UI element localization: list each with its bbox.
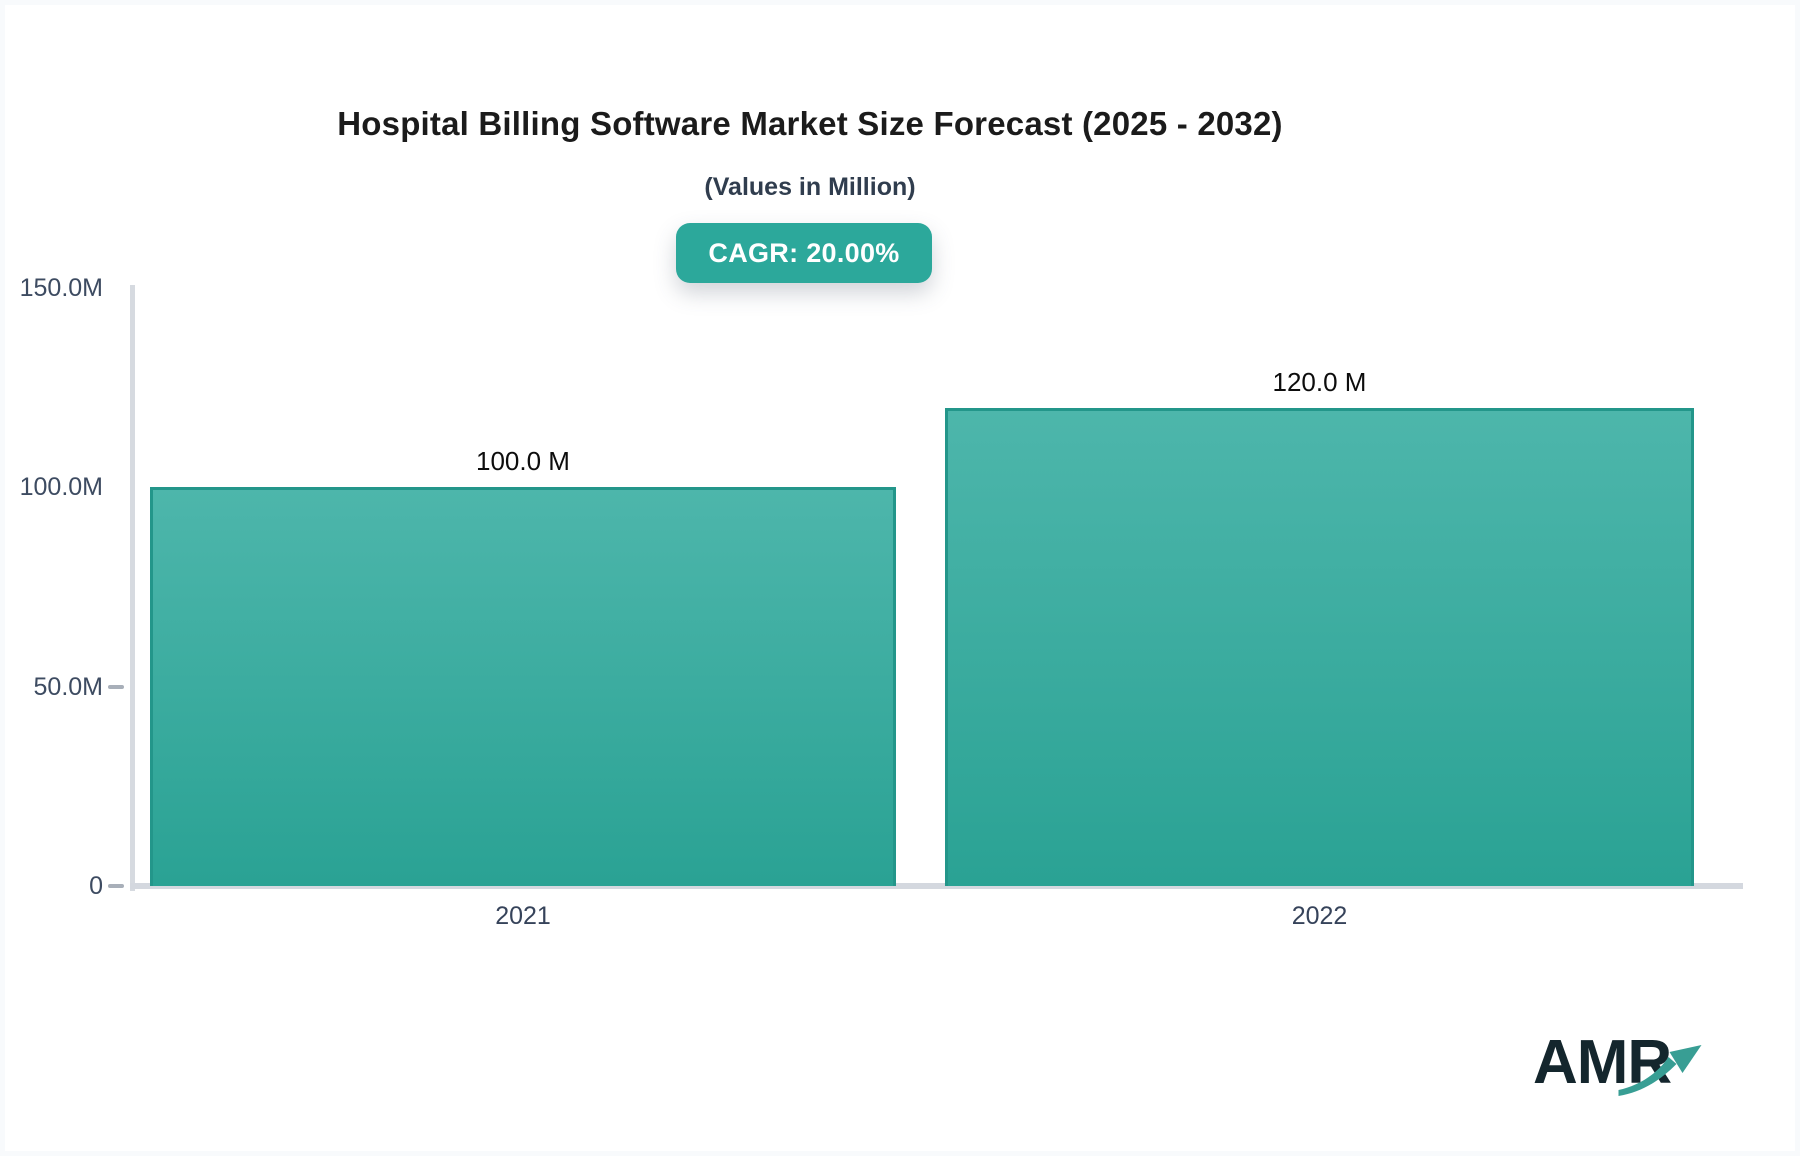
x-axis-label-2021: 2021 xyxy=(495,902,551,930)
x-axis-baseline xyxy=(130,883,1743,889)
bar-value-label-2022: 120.0 M xyxy=(1272,367,1367,397)
y-axis-tick-label-0: 0 xyxy=(89,872,103,900)
amr-logo: AMR xyxy=(1533,1027,1733,1127)
amr-logo-text: AMR xyxy=(1533,1028,1672,1097)
y-axis-tick-label-150m: 150.0M xyxy=(19,274,103,302)
y-axis-tick-mark-50m xyxy=(108,685,124,689)
cagr-badge: CAGR: 20.00% xyxy=(676,223,932,283)
x-axis-label-2022: 2022 xyxy=(1291,902,1348,930)
y-axis-line xyxy=(130,285,135,891)
y-axis-tick-mark-0 xyxy=(108,884,124,888)
y-axis-tick-label-50m: 50.0M xyxy=(33,673,103,701)
bar-value-label-2021: 100.0 M xyxy=(476,446,570,476)
chart-title: Hospital Billing Software Market Size Fo… xyxy=(337,105,1283,142)
bar-2021 xyxy=(150,487,896,886)
bar-2022 xyxy=(945,408,1694,886)
y-axis-tick-label-100m: 100.0M xyxy=(19,473,103,501)
chart-subtitle: (Values in Million) xyxy=(704,173,916,201)
trend-up-arrow-icon xyxy=(1618,1045,1702,1096)
cagr-badge-label: CAGR: 20.00% xyxy=(708,237,900,268)
